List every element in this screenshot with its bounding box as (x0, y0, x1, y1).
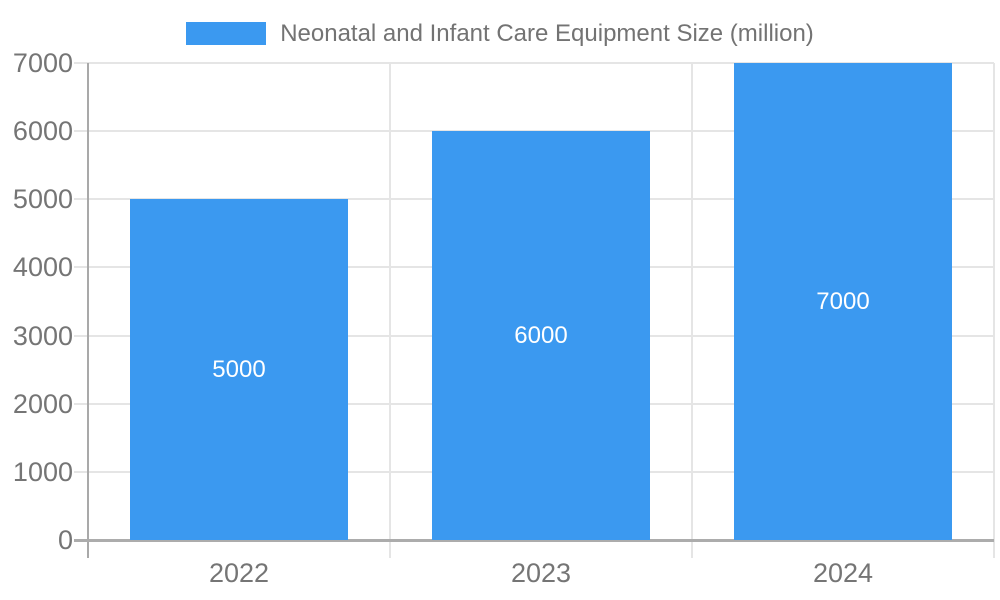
y-axis-line (87, 63, 89, 558)
x-tick-label: 2024 (812, 558, 874, 588)
y-axis-tick (74, 130, 88, 133)
bar-2024[interactable] (734, 63, 952, 540)
y-tick-label: 6000 (12, 116, 73, 147)
bar-value-label: 5000 (212, 355, 266, 383)
gridline-vertical (993, 63, 995, 558)
y-tick-label: 0 (57, 525, 73, 555)
bar-2023[interactable] (432, 131, 650, 540)
legend-swatch-icon (186, 22, 267, 45)
y-axis-tick (74, 334, 88, 337)
x-tick-label: 2023 (510, 558, 572, 588)
gridline-horizontal (88, 62, 994, 64)
y-axis-tick (74, 470, 88, 473)
gridline-vertical (389, 63, 391, 558)
gridline-vertical (691, 63, 693, 558)
y-tick-label: 3000 (12, 320, 73, 351)
y-axis-tick (74, 402, 88, 405)
y-tick-label: 2000 (12, 388, 73, 419)
y-tick-label: 4000 (12, 252, 73, 283)
x-axis-baseline (74, 539, 994, 542)
y-tick-label: 7000 (12, 48, 73, 78)
chart-legend[interactable]: Neonatal and Infant Care Equipment Size … (0, 20, 1000, 47)
y-axis-tick (74, 266, 88, 269)
x-tick-label: 2022 (208, 558, 270, 588)
bar-2022[interactable] (130, 199, 348, 540)
y-tick-label: 5000 (12, 184, 73, 215)
legend-label: Neonatal and Infant Care Equipment Size … (280, 20, 814, 47)
y-axis-tick (74, 198, 88, 201)
y-tick-label: 1000 (12, 456, 73, 487)
bar-value-label: 6000 (514, 321, 568, 349)
bar-value-label: 7000 (816, 287, 870, 315)
y-axis-tick (74, 62, 88, 64)
